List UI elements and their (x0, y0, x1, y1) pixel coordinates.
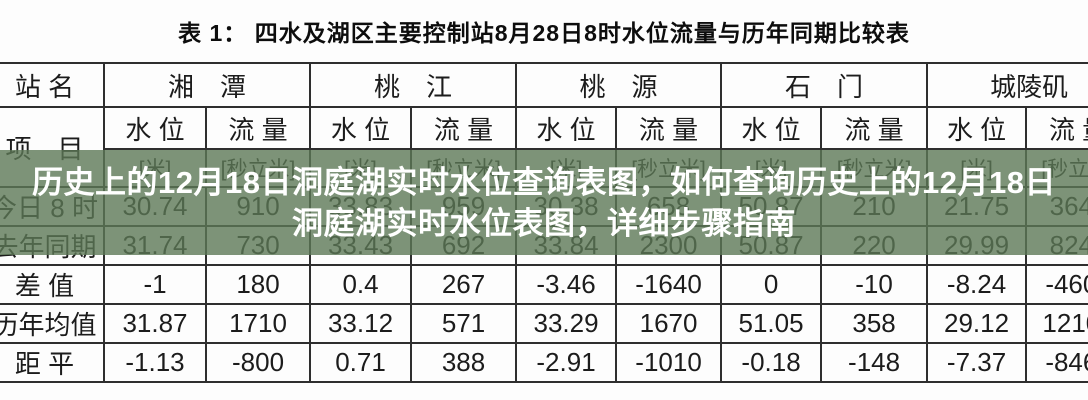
data-cell: -3.46 (515, 264, 618, 305)
level-header: 水 位 (720, 106, 823, 150)
flow-header: 流 量 (820, 106, 929, 150)
title-bar: 表 1： 四水及湖区主要控制站8月28日8时水位流量与历年同期比较表 (0, 0, 1088, 62)
data-cell: -10 (820, 264, 929, 305)
data-cell: -1 (103, 264, 207, 305)
row-label: 历年均值 (0, 303, 105, 344)
level-header: 水 位 (926, 106, 1028, 150)
measure-header-row: 项 目 水 位 流 量 水 位 流 量 水 位 流 量 水 位 流 量 水 位 … (0, 106, 1088, 188)
data-cell: 29.12 (926, 303, 1028, 344)
station-header-xiangtan: 湘 潭 (102, 62, 312, 108)
data-cell: -800 (204, 342, 312, 383)
table-row-difference: 差 值 -1 180 0.4 267 -3.46 -1640 0 -10 -8.… (0, 264, 1088, 305)
data-cell: 1670 (615, 303, 723, 344)
data-cell: 0 (720, 264, 823, 305)
data-cell: 51.05 (720, 303, 823, 344)
data-cell: -2.91 (515, 342, 618, 383)
data-cell: -1640 (615, 264, 723, 305)
station-header-row: 站 名 湘 潭 桃 江 桃 源 石 门 城陵矶 (0, 62, 1088, 108)
row-label: 距 平 (0, 342, 105, 383)
table-row-historical-mean: 历年均值 31.87 1710 33.12 571 33.29 1670 51.… (0, 303, 1088, 344)
data-cell: 571 (410, 303, 518, 344)
data-cell: 33.29 (515, 303, 618, 344)
data-cell: 180 (204, 264, 312, 305)
data-cell: 388 (410, 342, 518, 383)
caption-overlay: 历史上的12月18日洞庭湖实时水位查询表图，如何查询历史上的12月18日 洞庭湖… (0, 150, 1088, 255)
data-cell: 33.12 (309, 303, 413, 344)
table-row-anomaly: 距 平 -1.13 -800 0.71 388 -2.91 -1010 -0.1… (0, 342, 1088, 383)
data-cell: -148 (820, 342, 929, 383)
data-cell: -4600 (1025, 264, 1088, 305)
data-cell: -1.13 (103, 342, 207, 383)
level-header: 水 位 (309, 106, 413, 150)
level-header: 水 位 (515, 106, 618, 150)
data-cell: 31.87 (103, 303, 207, 344)
data-cell: -8460 (1025, 342, 1088, 383)
flow-header: 流 量 (204, 106, 312, 150)
table-title: 表 1： 四水及湖区主要控制站8月28日8时水位流量与历年同期比较表 (178, 20, 910, 46)
corner-header: 站 名 (0, 62, 105, 108)
station-header-chenglingji: 城陵矶 (926, 62, 1088, 108)
data-cell: -7.37 (926, 342, 1028, 383)
data-cell: -1010 (615, 342, 723, 383)
station-header-taoyuan: 桃 源 (515, 62, 723, 108)
data-cell: 12100 (1025, 303, 1088, 344)
caption-line-1: 历史上的12月18日洞庭湖实时水位查询表图，如何查询历史上的12月18日 (32, 164, 1056, 200)
flow-header: 流 量 (615, 106, 723, 150)
flow-header: 流 量 (1025, 106, 1088, 150)
data-cell: 358 (820, 303, 929, 344)
caption-line-2: 洞庭湖实时水位表图，详细步骤指南 (292, 205, 796, 241)
data-cell: 1710 (204, 303, 312, 344)
flow-header: 流 量 (410, 106, 518, 150)
data-cell: 267 (410, 264, 518, 305)
data-cell: 0.71 (309, 342, 413, 383)
data-cell: -8.24 (926, 264, 1028, 305)
data-cell: -0.18 (720, 342, 823, 383)
station-header-shimen: 石 门 (720, 62, 929, 108)
data-cell: 0.4 (309, 264, 413, 305)
level-header: 水 位 (103, 106, 207, 150)
row-label: 差 值 (0, 264, 105, 305)
station-header-taojiang: 桃 江 (309, 62, 518, 108)
